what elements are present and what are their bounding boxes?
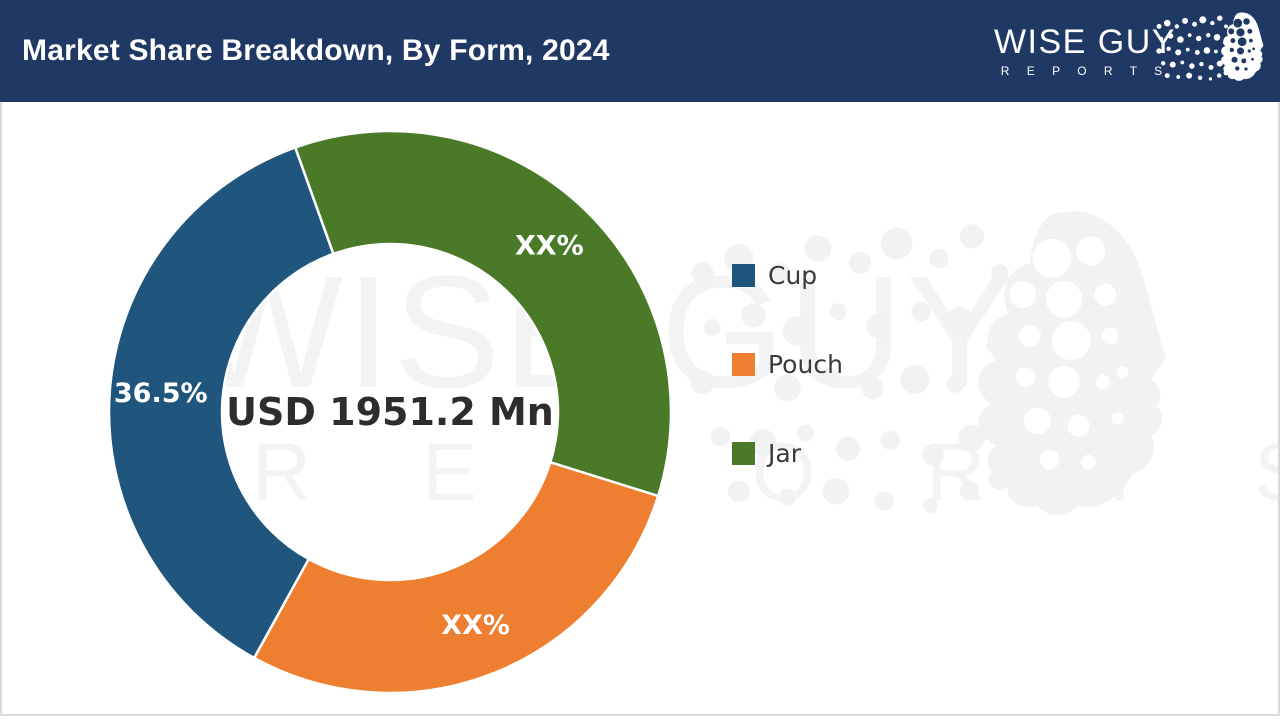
legend-item-cup: Cup [732, 263, 843, 288]
brand-logo: WISE GUY R E P O R T S [994, 10, 1266, 92]
brand-subtitle: R E P O R T S [1000, 63, 1170, 78]
donut-chart: 36.5% XX% XX% [107, 129, 673, 695]
chart-legend: Cup Pouch Jar [732, 263, 843, 466]
legend-label-jar: Jar [768, 439, 801, 468]
pie-slice-cup [107, 145, 335, 660]
pie-slice-jar [293, 129, 673, 498]
legend-label-pouch: Pouch [768, 350, 843, 379]
legend-item-pouch: Pouch [732, 352, 843, 377]
legend-label-cup: Cup [768, 261, 818, 290]
legend-swatch-jar [732, 442, 755, 465]
slice-label-cup: 36.5% [114, 378, 208, 409]
pie-slice-pouch [252, 460, 660, 695]
brand-logo-text: WISE GUY R E P O R T S [994, 25, 1176, 78]
legend-swatch-cup [732, 264, 755, 287]
brand-name: WISE GUY [993, 22, 1176, 61]
chart-area: WISE GUY R E P O R T S 36.5% XX% XX% USD 1… [0, 102, 1280, 716]
slice-label-jar: XX% [515, 231, 584, 262]
page-title: Market Share Breakdown, By Form, 2024 [22, 34, 610, 67]
donut-center-value: USD 1951.2 Mn [226, 390, 554, 434]
slice-label-pouch: XX% [441, 610, 510, 641]
dotted-face-logo-icon [1156, 12, 1264, 81]
header-bar: Market Share Breakdown, By Form, 2024 WI… [0, 0, 1280, 102]
legend-item-jar: Jar [732, 441, 843, 466]
legend-swatch-pouch [732, 353, 755, 376]
